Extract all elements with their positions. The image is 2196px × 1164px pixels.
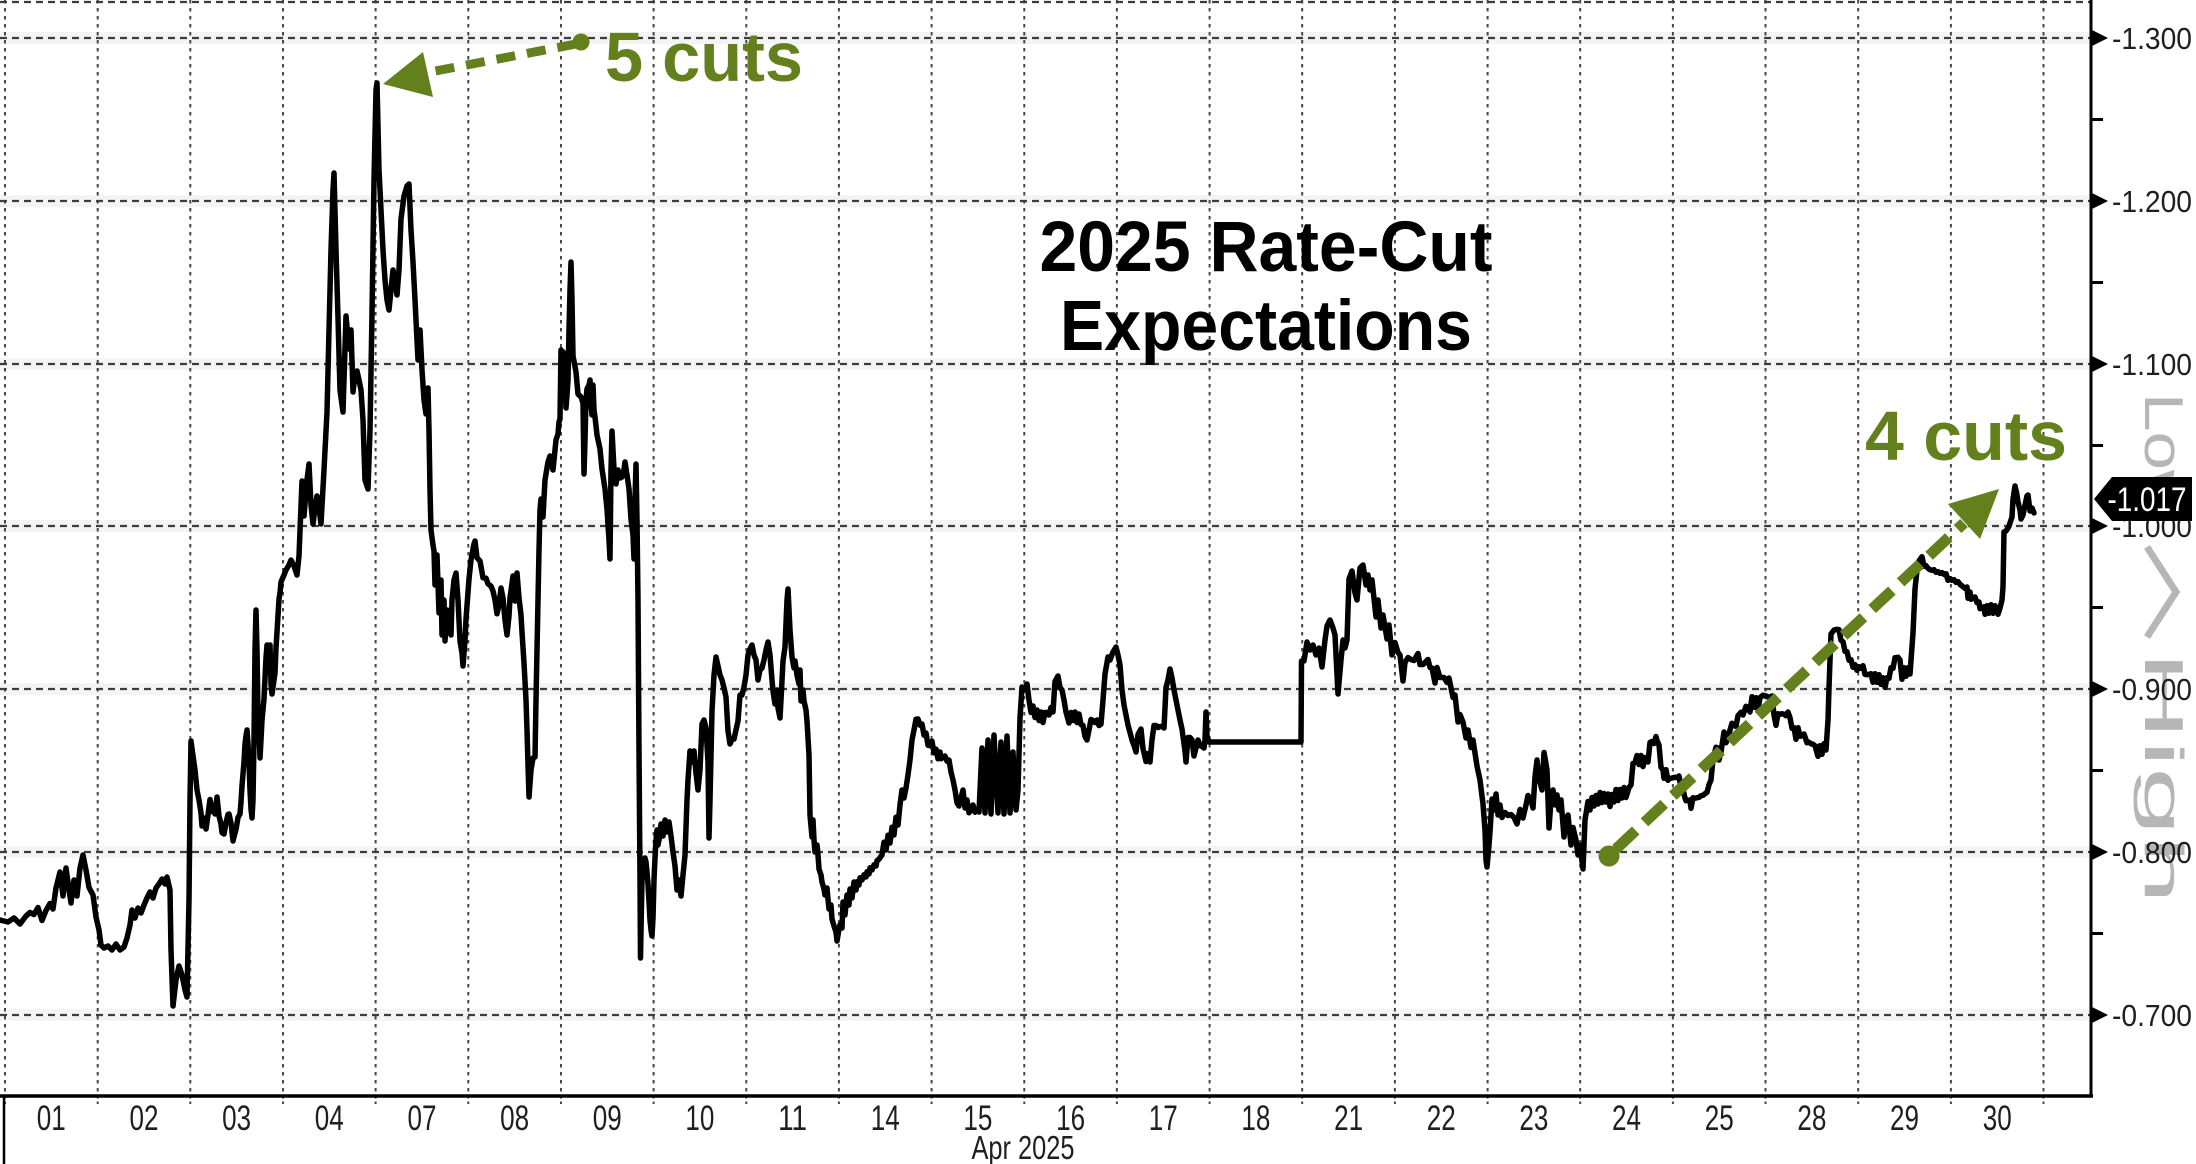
svg-text:-0.700: -0.700 xyxy=(2112,998,2192,1033)
svg-text:15: 15 xyxy=(963,1099,992,1138)
svg-text:18: 18 xyxy=(1241,1099,1270,1138)
svg-text:14: 14 xyxy=(871,1099,900,1138)
svg-text:4 cuts: 4 cuts xyxy=(1865,397,2067,475)
svg-text:01: 01 xyxy=(37,1099,66,1138)
svg-text:-0.800: -0.800 xyxy=(2112,835,2192,870)
svg-text:08: 08 xyxy=(500,1099,529,1138)
svg-text:22: 22 xyxy=(1427,1099,1456,1138)
svg-text:10: 10 xyxy=(685,1099,714,1138)
svg-text:Expectations: Expectations xyxy=(1060,287,1472,366)
svg-text:21: 21 xyxy=(1334,1099,1363,1138)
svg-text:11: 11 xyxy=(778,1099,807,1138)
svg-text:16: 16 xyxy=(1056,1099,1085,1138)
svg-text:28: 28 xyxy=(1797,1099,1826,1138)
svg-text:-1.100: -1.100 xyxy=(2112,347,2192,382)
svg-text:03: 03 xyxy=(222,1099,251,1138)
svg-text:07: 07 xyxy=(408,1099,437,1138)
svg-text:29: 29 xyxy=(1890,1099,1919,1138)
svg-text:-1.200: -1.200 xyxy=(2112,184,2192,219)
svg-text:25: 25 xyxy=(1705,1099,1734,1138)
svg-text:04: 04 xyxy=(315,1099,344,1138)
svg-text:02: 02 xyxy=(130,1099,159,1138)
svg-text:-0.900: -0.900 xyxy=(2112,672,2192,707)
svg-text:High: High xyxy=(2133,651,2195,904)
svg-text:5 cuts: 5 cuts xyxy=(605,18,803,96)
svg-text:30: 30 xyxy=(1983,1099,2012,1138)
svg-text:-1.300: -1.300 xyxy=(2112,21,2192,56)
svg-text:Apr 2025: Apr 2025 xyxy=(972,1129,1075,1164)
svg-text:23: 23 xyxy=(1519,1099,1548,1138)
svg-text:09: 09 xyxy=(593,1099,622,1138)
svg-text:-1.017: -1.017 xyxy=(2108,481,2187,519)
svg-text:2025 Rate-Cut: 2025 Rate-Cut xyxy=(1040,208,1493,287)
svg-text:17: 17 xyxy=(1149,1099,1178,1138)
svg-text:24: 24 xyxy=(1612,1099,1641,1138)
